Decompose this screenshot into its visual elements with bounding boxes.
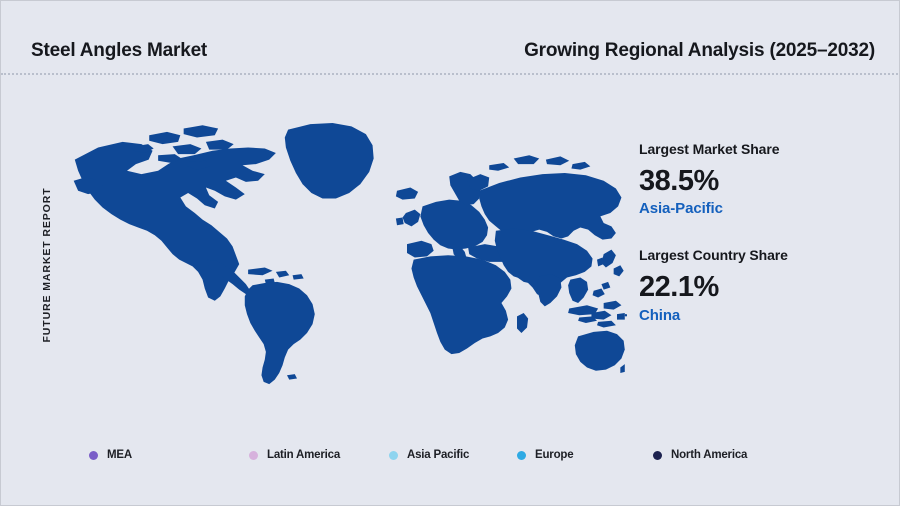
header-subtitle: Growing Regional Analysis (2025–2032) — [524, 40, 875, 61]
legend-dot-icon — [653, 450, 662, 460]
region-russia — [479, 173, 622, 240]
legend-dot-icon — [249, 450, 258, 460]
region-greenland — [284, 123, 374, 199]
legend-label: MEA — [107, 449, 132, 461]
region-australia — [574, 330, 625, 371]
world-map-svg — [73, 123, 627, 385]
brand-side-label: FUTURE MARKET REPORT — [41, 187, 53, 343]
stat-value: 38.5% — [639, 165, 719, 197]
legend-item-mea[interactable]: MEA — [89, 449, 132, 461]
pacific-islands — [624, 314, 627, 317]
legend-item-latin-america[interactable]: Latin America — [249, 449, 340, 461]
stat-largest-market-share: Largest Market Share 38.5% Asia-Pacific — [639, 141, 889, 217]
legend-dot-icon — [389, 450, 398, 460]
region-british-isles — [402, 209, 421, 227]
caribbean-islands — [248, 267, 304, 285]
region-africa — [411, 255, 512, 355]
legend-dot-icon — [517, 450, 526, 460]
region-india — [537, 274, 562, 307]
region-southeast-asia-islands — [568, 281, 625, 328]
region-alaska — [73, 177, 103, 195]
region-iberia — [407, 240, 434, 258]
stat-largest-country-share: Largest Country Share 22.1% China — [639, 247, 889, 323]
stats-panel: Largest Market Share 38.5% Asia-Pacific … — [639, 141, 889, 324]
region-madagascar — [517, 313, 529, 333]
stat-label: Largest Country Share — [639, 247, 788, 264]
region-north-america — [74, 141, 276, 301]
stat-region: China — [639, 306, 681, 324]
legend-label: Europe — [535, 449, 574, 461]
page-title: Steel Angles Market — [31, 40, 208, 61]
region-south-america — [244, 281, 315, 385]
legend-dot-icon — [89, 450, 98, 460]
region-indochina — [568, 277, 589, 303]
stat-value: 22.1% — [639, 271, 719, 304]
region-europe — [420, 199, 489, 250]
legend-label: North America — [671, 449, 748, 461]
stat-label: Largest Market Share — [639, 141, 780, 157]
header: Steel Angles Market Growing Regional Ana… — [1, 1, 899, 73]
region-central-america — [207, 259, 251, 295]
legend-item-asia-pacific[interactable]: Asia Pacific — [389, 449, 469, 461]
region-iceland — [395, 187, 419, 200]
legend-item-north-america[interactable]: North America — [653, 449, 747, 461]
legend-item-europe[interactable]: Europe — [517, 449, 574, 461]
legend-label: Asia Pacific — [407, 449, 470, 461]
legend-label: Latin America — [267, 449, 341, 461]
arctic-asia-islands — [489, 155, 591, 171]
world-map — [67, 93, 627, 393]
region-japan — [601, 249, 616, 268]
region-asia — [494, 228, 593, 298]
stat-region: Asia-Pacific — [639, 200, 723, 218]
arctic-islands — [133, 125, 234, 170]
header-divider — [1, 73, 899, 75]
map-landmasses — [73, 123, 627, 385]
map-legend: MEA Latin America Asia Pacific Europe No… — [89, 449, 789, 469]
falkland-islands — [287, 374, 297, 380]
